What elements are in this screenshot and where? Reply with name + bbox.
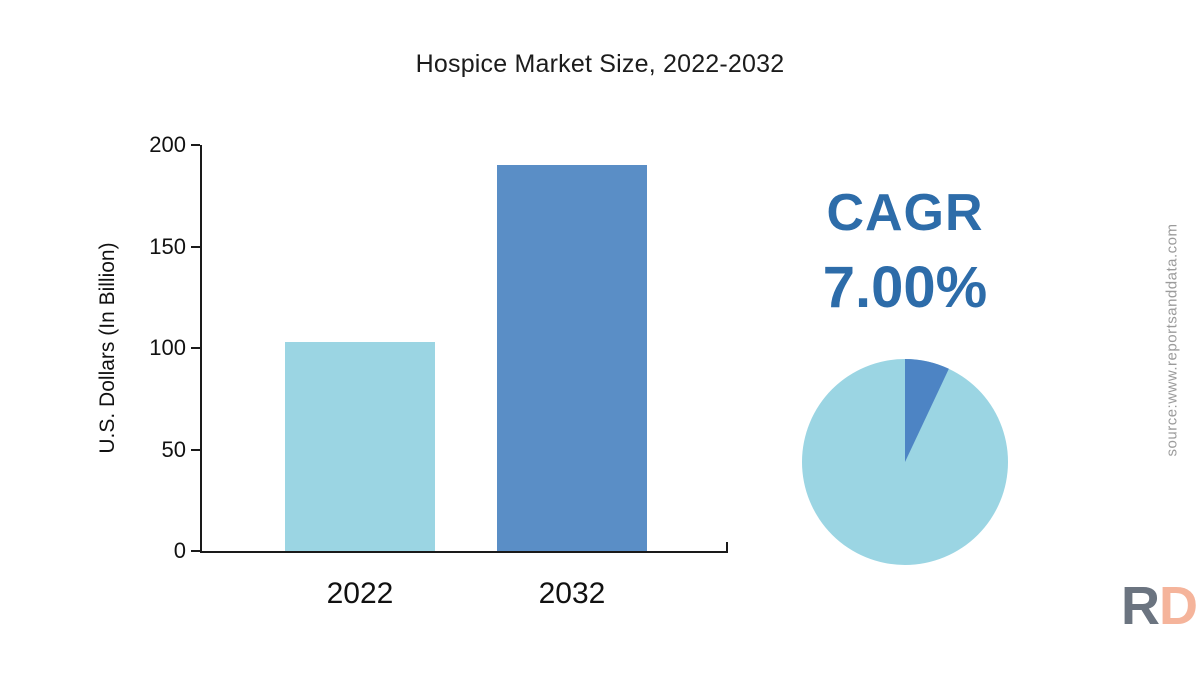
y-axis-title: U.S. Dollars (In Billion) <box>96 242 119 454</box>
x-tick-label-2022: 2022 <box>326 577 394 610</box>
x-axis-end-tick <box>726 542 728 551</box>
y-tick-mark <box>191 144 200 146</box>
y-tick-mark <box>191 347 200 349</box>
y-tick-label: 50 <box>161 436 186 462</box>
pie-slice <box>905 359 949 462</box>
plot-area: 0 50 100 150 200 2022 2032 <box>149 132 728 610</box>
bar-2022 <box>285 341 435 551</box>
logo-letter-d: D <box>1159 576 1198 636</box>
bar-2032 <box>497 165 647 551</box>
cagr-label: CAGR <box>826 184 984 242</box>
source-note: source:www.reportsanddata.com <box>1163 223 1181 457</box>
y-tick-mark <box>191 245 200 248</box>
y-tick-label: 200 <box>149 132 186 157</box>
chart-title: Hospice Market Size, 2022-2032 <box>415 50 785 78</box>
y-tick-mark <box>191 448 200 451</box>
y-tick-label: 100 <box>149 335 186 360</box>
y-tick-label: 0 <box>173 538 186 563</box>
cagr-pie-chart <box>802 359 1008 565</box>
cagr-value: 7.00% <box>822 255 988 320</box>
y-tick-mark <box>191 550 200 552</box>
brand-logo: RD <box>1121 576 1198 636</box>
logo-letter-r: R <box>1121 576 1160 636</box>
y-tick-label: 150 <box>149 233 186 259</box>
x-tick-label-2032: 2032 <box>538 577 606 610</box>
